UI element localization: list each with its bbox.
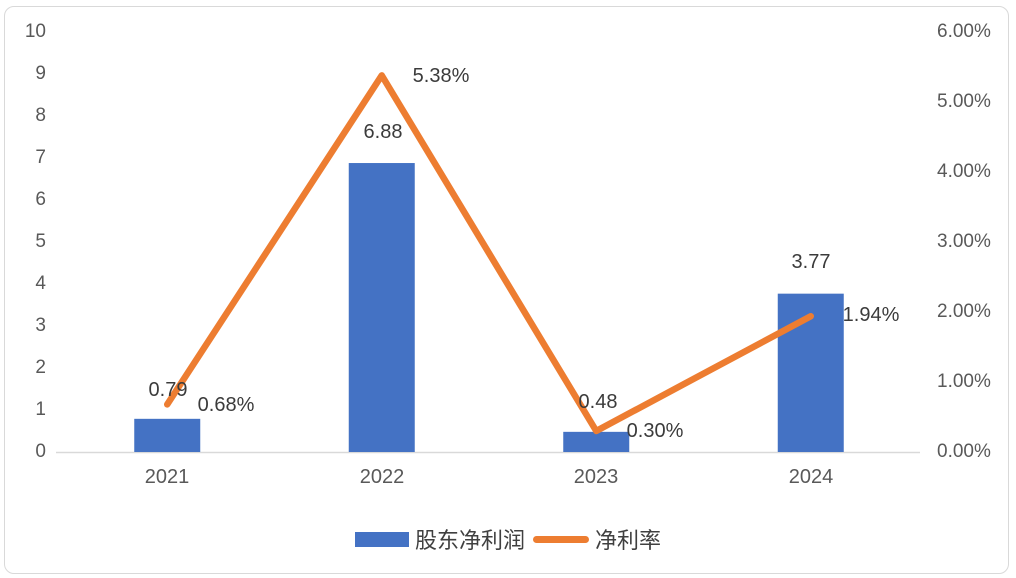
bar-2023 (563, 431, 630, 452)
left-axis-tick: 9 (35, 63, 46, 84)
x-axis-label-2022: 2022 (359, 466, 405, 488)
left-axis-tick: 7 (35, 147, 46, 168)
right-axis-tick: 0.00% (937, 441, 991, 462)
right-axis-tick: 3.00% (937, 231, 991, 252)
legend: 股东净利润 净利率 (0, 524, 1016, 554)
line-data-label: 0.30% (626, 420, 684, 442)
right-axis-tick: 2.00% (937, 301, 991, 322)
left-axis-tick: 0 (35, 441, 46, 462)
legend-label: 股东净利润 (414, 528, 525, 553)
bar-2022 (348, 163, 415, 453)
bar-data-label: 0.48 (578, 391, 618, 413)
right-axis-tick: 1.00% (937, 371, 991, 392)
left-axis-tick: 1 (35, 399, 46, 420)
bar-2021 (134, 418, 201, 452)
bar-data-label: 0.79 (148, 379, 188, 401)
line-series-swatch-icon (533, 535, 589, 543)
x-axis-label-2024: 2024 (788, 466, 834, 488)
bar-2024 (777, 293, 844, 452)
legend-label: 净利率 (595, 528, 662, 553)
right-axis-tick: 4.00% (937, 161, 991, 182)
legend-item-line-series: 净利率 (533, 523, 661, 555)
line-series (164, 72, 814, 435)
left-axis-tick: 3 (35, 315, 46, 336)
x-axis-label-2023: 2023 (573, 466, 619, 488)
left-axis-tick: 4 (35, 273, 46, 294)
left-axis-tick: 10 (24, 21, 46, 42)
bar-data-label: 3.77 (791, 251, 831, 273)
bar-series-swatch-icon (354, 531, 409, 547)
line-data-label: 0.68% (197, 394, 255, 416)
bar-data-label: 6.88 (363, 121, 403, 143)
right-axis-tick: 5.00% (937, 91, 991, 112)
line-data-label: 1.94% (842, 304, 900, 326)
left-axis-tick: 2 (35, 357, 46, 378)
right-axis-tick: 6.00% (937, 21, 991, 42)
legend-item-bar-series: 股东净利润 (354, 523, 525, 555)
line-data-label: 5.38% (412, 65, 470, 87)
left-axis-tick: 8 (35, 105, 46, 126)
left-axis-tick: 6 (35, 189, 46, 210)
left-axis-tick: 5 (35, 231, 46, 252)
x-axis-label-2021: 2021 (144, 466, 190, 488)
